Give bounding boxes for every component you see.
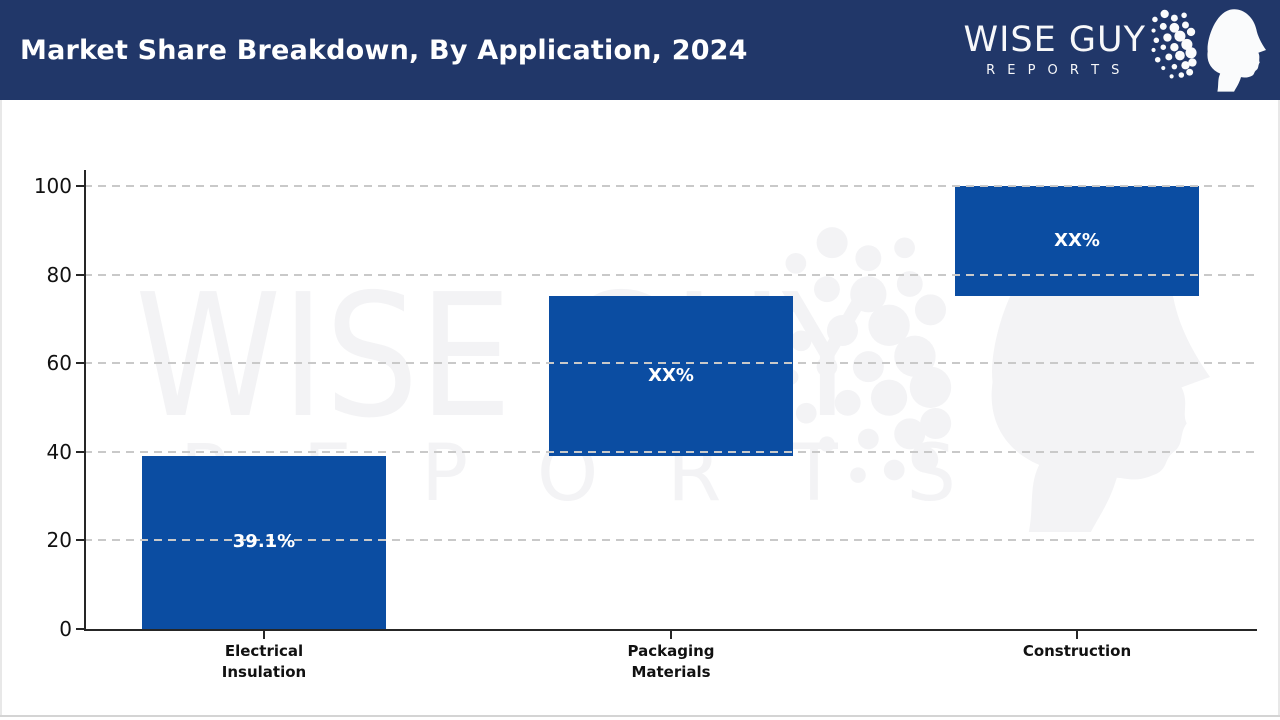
bar-value-label-1: XX%	[648, 365, 694, 387]
logo-subtitle: R E P O R T S	[986, 63, 1124, 78]
category-label-line: Packaging	[627, 642, 715, 660]
category-label-2: Construction	[967, 641, 1187, 662]
dotted-face-icon	[1151, 9, 1266, 92]
wise-guy-reports-logo: WISE GUY R E P O R T S	[963, 7, 1266, 93]
category-label-1: Packaging Materials	[561, 641, 781, 683]
logo-text: WISE GUY R E P O R T S	[963, 20, 1146, 78]
gridline-20	[84, 539, 1257, 542]
gridline-60	[84, 362, 1257, 365]
x-axis-spine	[84, 629, 1257, 631]
y-tick-0	[76, 628, 84, 630]
frame-bottom-line	[0, 715, 1280, 717]
category-label-line: Electrical	[224, 642, 304, 660]
y-tick-100	[76, 185, 84, 187]
frame-right-line	[1278, 100, 1280, 716]
category-label-line: Construction	[1022, 642, 1132, 660]
y-tick-label-20: 20	[46, 528, 72, 553]
category-label-0: Electrical Insulation	[154, 641, 374, 683]
bar-0	[142, 455, 386, 629]
bar-value-label-2: XX%	[1054, 230, 1100, 252]
x-tick-0	[263, 631, 265, 639]
logo-name: WISE GUY	[963, 20, 1146, 60]
y-tick-label-60: 60	[46, 351, 72, 376]
chart-title: Market Share Breakdown, By Application, …	[20, 34, 748, 66]
y-tick-label-40: 40	[46, 439, 72, 464]
x-tick-1	[670, 631, 672, 639]
gridline-80	[84, 273, 1257, 276]
bar-2	[955, 186, 1199, 297]
y-tick-label-0: 0	[59, 617, 72, 641]
x-tick-2	[1076, 631, 1078, 639]
frame-left-line	[0, 100, 2, 716]
header-bar: Market Share Breakdown, By Application, …	[0, 0, 1280, 100]
y-tick-40	[76, 450, 84, 453]
y-tick-label-100: 100	[33, 174, 72, 198]
y-tick-label-80: 80	[46, 262, 72, 287]
gridline-100	[84, 185, 1257, 187]
gridline-40	[84, 450, 1257, 453]
bar-1	[549, 296, 793, 456]
bar-value-label-0: 39.1%	[232, 531, 296, 553]
y-tick-60	[76, 362, 84, 365]
y-axis-spine	[84, 170, 86, 631]
category-label-line: Materials	[631, 663, 711, 681]
y-tick-80	[76, 273, 84, 276]
y-tick-20	[76, 539, 84, 542]
category-label-line: Insulation	[221, 663, 307, 681]
